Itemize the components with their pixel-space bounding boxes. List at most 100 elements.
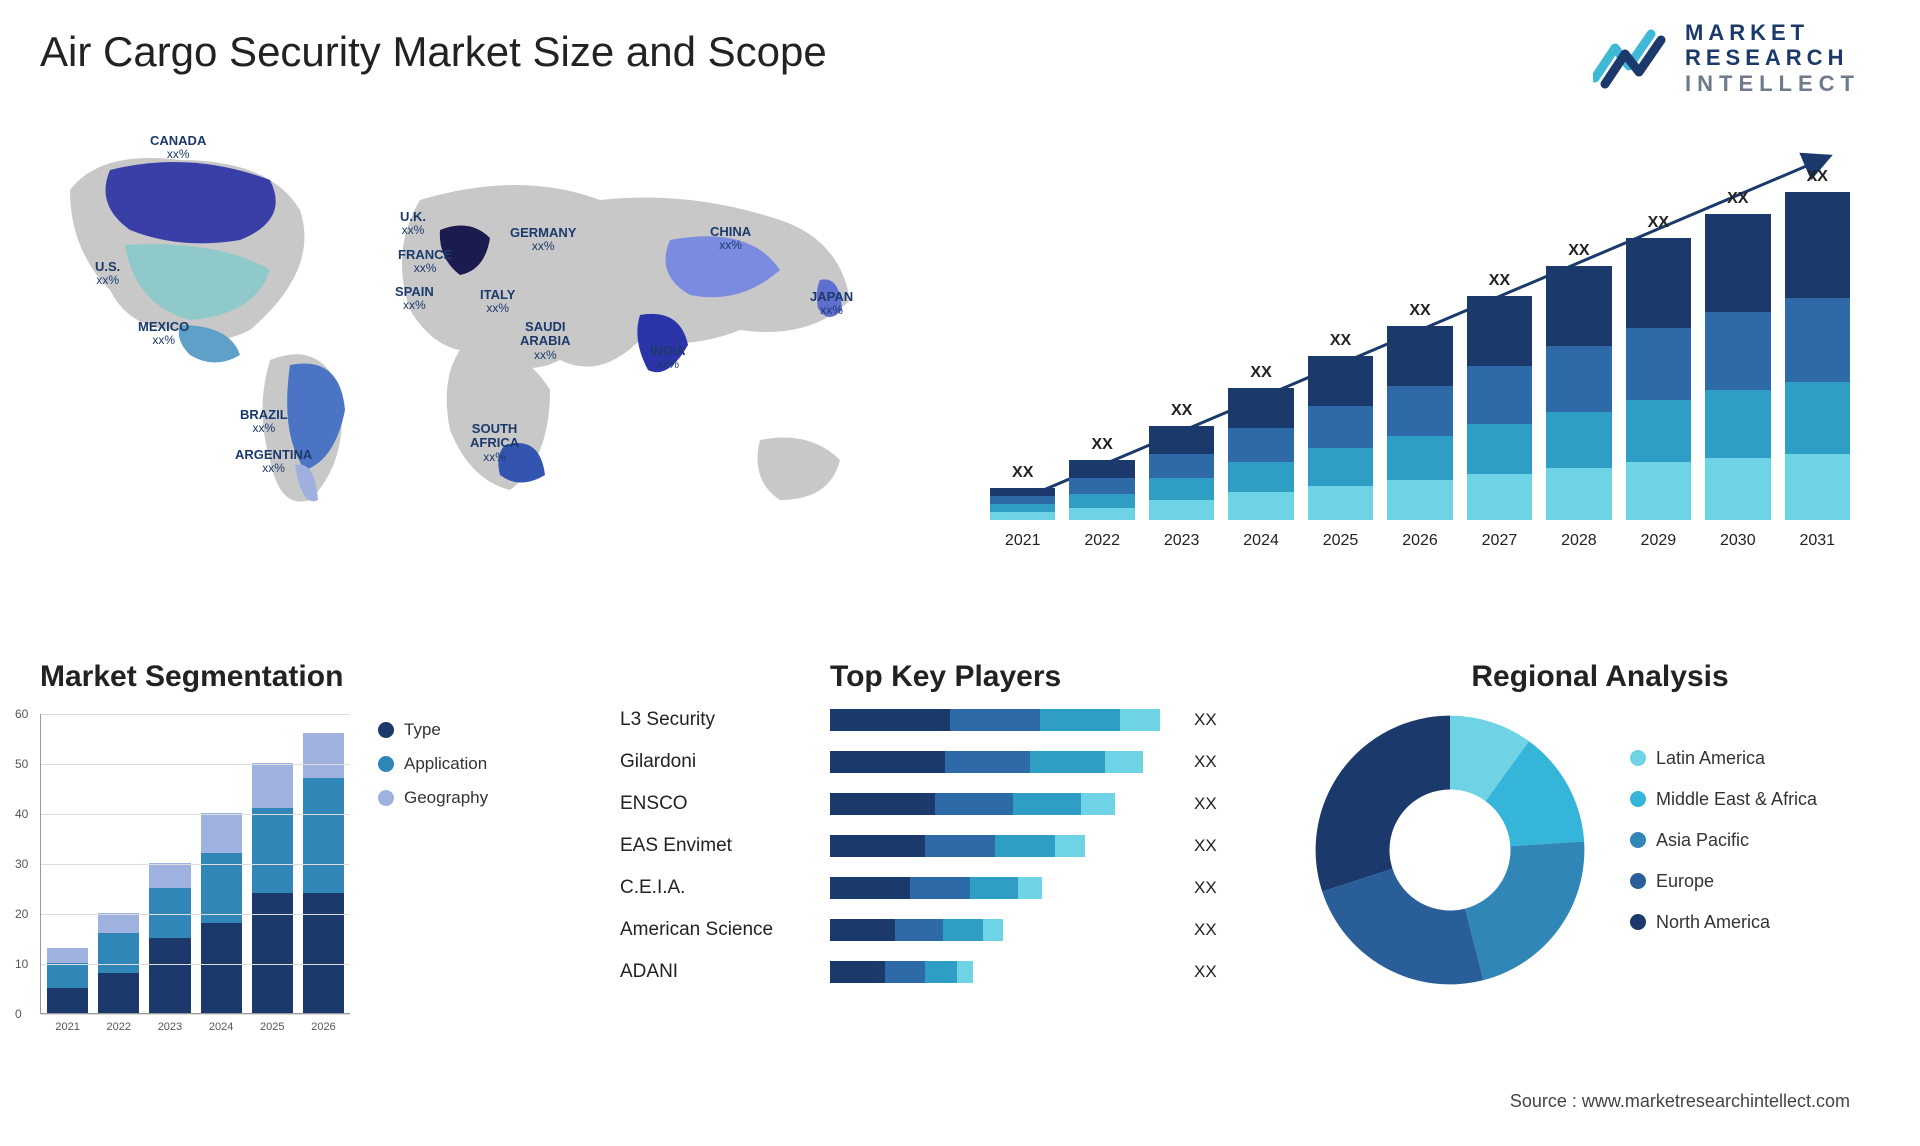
key-player-row: American ScienceXX bbox=[620, 914, 1280, 946]
growth-bar-value: XX bbox=[1330, 332, 1351, 350]
map-label-germany: GERMANYxx% bbox=[510, 226, 576, 253]
key-player-bar-segment bbox=[1013, 793, 1081, 815]
growth-bar-segment bbox=[1626, 328, 1691, 400]
key-player-bar bbox=[830, 793, 1180, 815]
growth-bar-segment bbox=[1546, 266, 1611, 346]
seg-legend-item: Type bbox=[378, 720, 488, 740]
map-label-france: FRANCExx% bbox=[398, 248, 452, 275]
seg-bar-2024 bbox=[201, 813, 242, 1013]
key-player-bar-segment bbox=[945, 751, 1030, 773]
map-label-south-africa: SOUTHAFRICAxx% bbox=[470, 422, 519, 464]
key-player-row: EAS EnvimetXX bbox=[620, 830, 1280, 862]
seg-legend-item: Geography bbox=[378, 788, 488, 808]
legend-swatch-icon bbox=[378, 790, 394, 806]
key-player-bar-segment bbox=[910, 877, 970, 899]
map-label-u-s-: U.S.xx% bbox=[95, 260, 120, 287]
map-label-u-k-: U.K.xx% bbox=[400, 210, 426, 237]
growth-x-label: 2027 bbox=[1467, 532, 1532, 550]
seg-y-tick: 10 bbox=[15, 957, 28, 971]
growth-bar-segment bbox=[1626, 400, 1691, 462]
regional-legend-item: North America bbox=[1630, 912, 1817, 933]
donut-slice bbox=[1316, 716, 1450, 892]
seg-bar-segment bbox=[98, 913, 139, 933]
key-player-bar-segment bbox=[830, 877, 910, 899]
map-label-italy: ITALYxx% bbox=[480, 288, 515, 315]
growth-bar-segment bbox=[1149, 500, 1214, 520]
growth-x-label: 2030 bbox=[1705, 532, 1770, 550]
seg-y-tick: 50 bbox=[15, 757, 28, 771]
seg-bar-2022 bbox=[98, 913, 139, 1013]
seg-gridline bbox=[41, 764, 350, 765]
growth-x-label: 2029 bbox=[1626, 532, 1691, 550]
key-player-bar-segment bbox=[830, 793, 935, 815]
growth-bar-segment bbox=[1387, 436, 1452, 480]
growth-bar-segment bbox=[1785, 382, 1850, 454]
growth-x-label: 2023 bbox=[1149, 532, 1214, 550]
key-player-value: XX bbox=[1194, 920, 1217, 940]
seg-x-label: 2026 bbox=[303, 1021, 344, 1033]
growth-bar-segment bbox=[1069, 478, 1134, 494]
legend-label: Application bbox=[404, 754, 487, 774]
regional-legend-item: Middle East & Africa bbox=[1630, 789, 1817, 810]
legend-label: Geography bbox=[404, 788, 488, 808]
growth-bar-2029: XX bbox=[1626, 214, 1691, 520]
donut-slice bbox=[1322, 869, 1483, 985]
seg-bar-segment bbox=[252, 893, 293, 1013]
seg-bar-segment bbox=[98, 933, 139, 973]
growth-bar-segment bbox=[1149, 454, 1214, 478]
growth-bar-value: XX bbox=[1012, 464, 1033, 482]
seg-y-tick: 20 bbox=[15, 907, 28, 921]
seg-bar-2026 bbox=[303, 733, 344, 1013]
key-player-bar bbox=[830, 919, 1180, 941]
growth-bar-segment bbox=[990, 504, 1055, 512]
growth-bar-segment bbox=[1467, 474, 1532, 520]
growth-x-label: 2031 bbox=[1785, 532, 1850, 550]
legend-label: Latin America bbox=[1656, 748, 1765, 769]
key-players-panel: Top Key Players L3 SecurityXXGilardoniXX… bbox=[620, 660, 1280, 988]
key-player-bar-segment bbox=[830, 919, 895, 941]
growth-x-label: 2024 bbox=[1228, 532, 1293, 550]
regional-legend-item: Europe bbox=[1630, 871, 1817, 892]
seg-bar-segment bbox=[47, 963, 88, 988]
growth-bar-2022: XX bbox=[1069, 436, 1134, 520]
seg-bar-segment bbox=[98, 973, 139, 1013]
legend-label: Asia Pacific bbox=[1656, 830, 1749, 851]
page-title: Air Cargo Security Market Size and Scope bbox=[40, 28, 827, 76]
growth-bar-segment bbox=[1626, 238, 1691, 328]
growth-bar-value: XX bbox=[1250, 364, 1271, 382]
growth-bar-segment bbox=[1785, 298, 1850, 382]
key-player-name: ENSCO bbox=[620, 793, 830, 815]
legend-swatch-icon bbox=[1630, 832, 1646, 848]
key-player-bar-segment bbox=[830, 835, 925, 857]
growth-bar-segment bbox=[1069, 494, 1134, 508]
growth-bar-value: XX bbox=[1489, 272, 1510, 290]
legend-label: Middle East & Africa bbox=[1656, 789, 1817, 810]
seg-bar-segment bbox=[149, 938, 190, 1013]
key-player-bar-segment bbox=[957, 961, 973, 983]
legend-label: Europe bbox=[1656, 871, 1714, 892]
growth-bar-segment bbox=[1467, 366, 1532, 424]
growth-bar-segment bbox=[990, 488, 1055, 496]
growth-bar-2027: XX bbox=[1467, 272, 1532, 520]
source-citation: Source : www.marketresearchintellect.com bbox=[1510, 1091, 1850, 1112]
key-player-bar-segment bbox=[925, 835, 995, 857]
seg-x-label: 2024 bbox=[201, 1021, 242, 1033]
growth-bar-segment bbox=[1705, 390, 1770, 458]
legend-swatch-icon bbox=[1630, 791, 1646, 807]
map-label-argentina: ARGENTINAxx% bbox=[235, 448, 312, 475]
regional-title: Regional Analysis bbox=[1310, 660, 1890, 694]
key-player-bar-segment bbox=[1055, 835, 1085, 857]
growth-bar-segment bbox=[1546, 412, 1611, 468]
key-player-bar-segment bbox=[830, 751, 945, 773]
key-player-value: XX bbox=[1194, 962, 1217, 982]
key-player-bar-segment bbox=[983, 919, 1003, 941]
growth-x-label: 2028 bbox=[1546, 532, 1611, 550]
key-player-row: GilardoniXX bbox=[620, 746, 1280, 778]
legend-label: Type bbox=[404, 720, 441, 740]
growth-bar-value: XX bbox=[1807, 168, 1828, 186]
seg-bar-segment bbox=[252, 808, 293, 893]
growth-bar-segment bbox=[990, 512, 1055, 520]
key-player-name: C.E.I.A. bbox=[620, 877, 830, 899]
key-player-bar bbox=[830, 961, 1180, 983]
seg-x-label: 2021 bbox=[47, 1021, 88, 1033]
